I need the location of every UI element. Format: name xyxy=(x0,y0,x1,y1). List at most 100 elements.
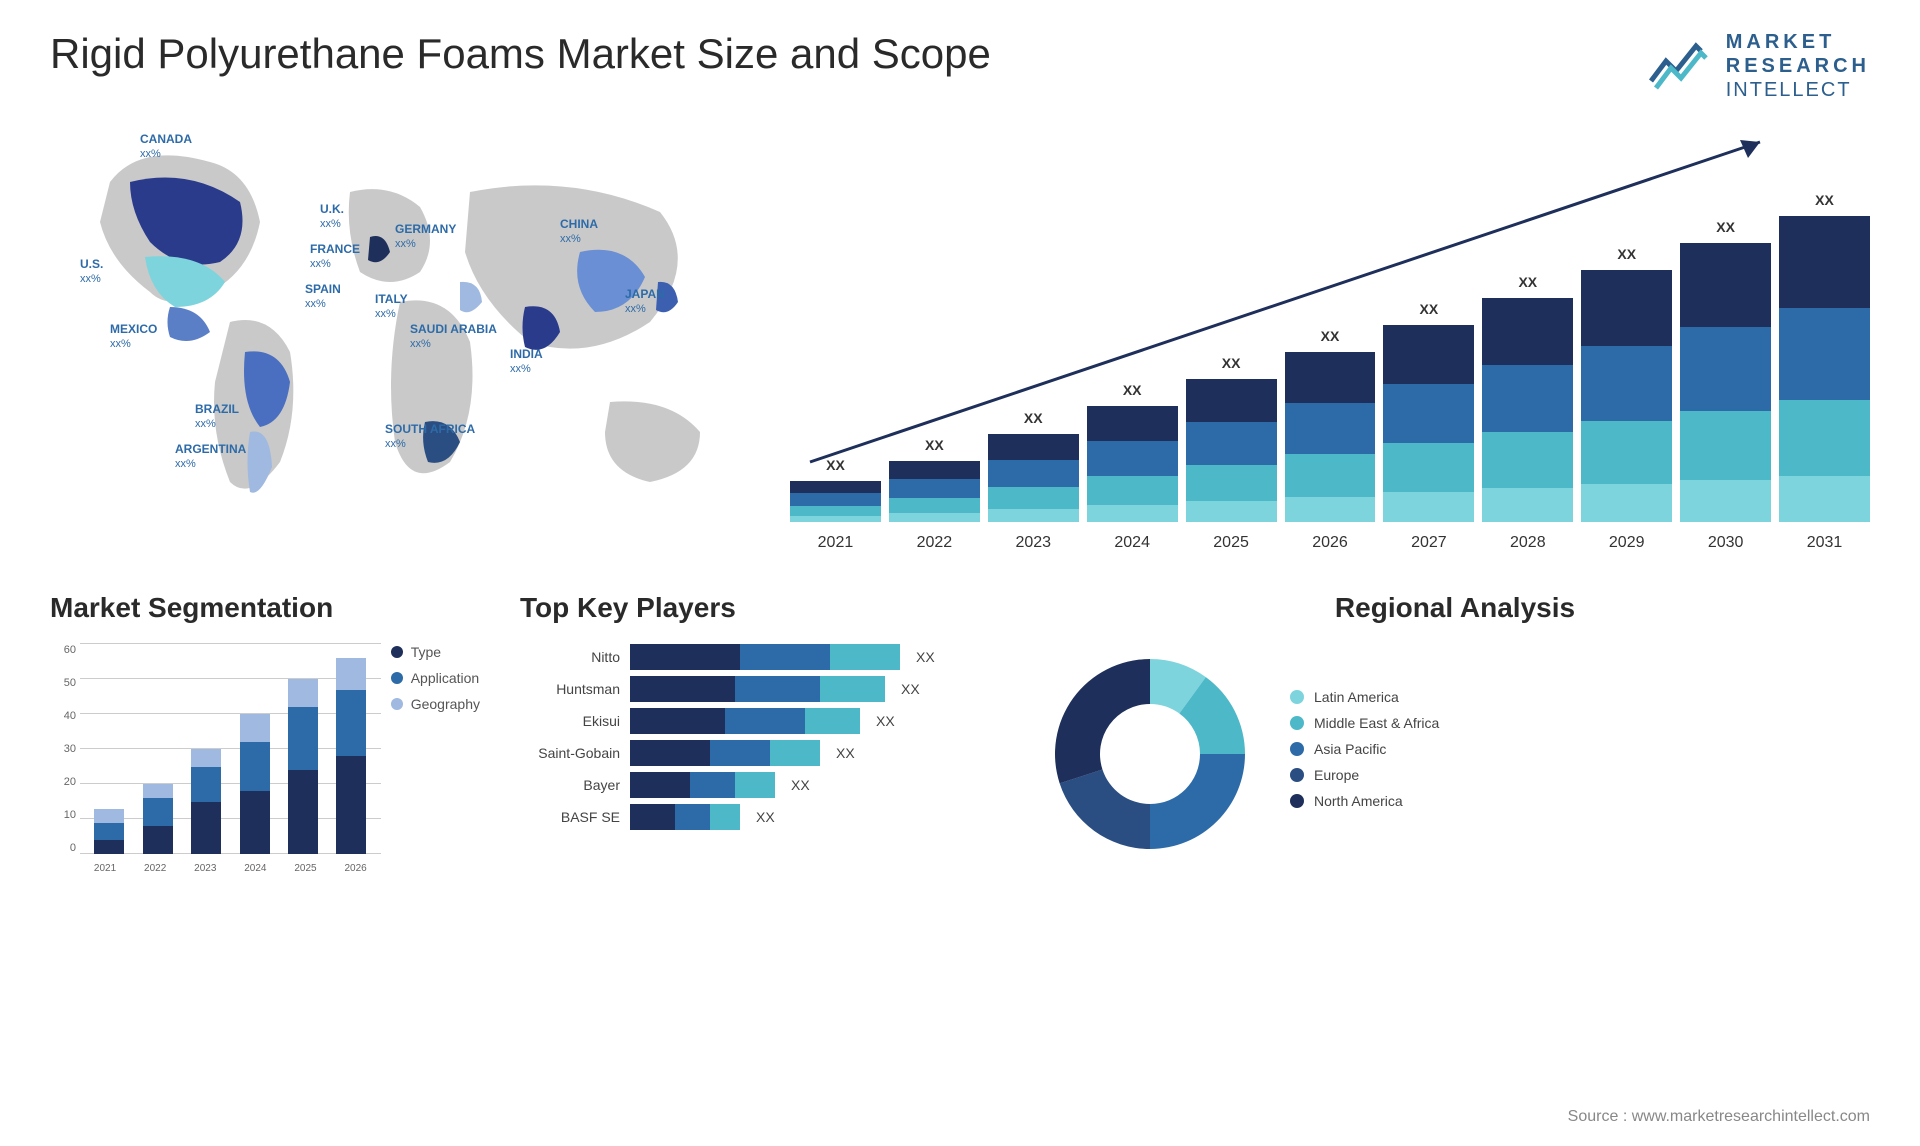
map-country-label: MEXICOxx% xyxy=(110,322,157,352)
player-bar xyxy=(630,708,860,734)
main-bar: XX xyxy=(790,481,881,522)
main-bar-value: XX xyxy=(1581,246,1672,262)
segmentation-title: Market Segmentation xyxy=(50,592,480,624)
segmentation-legend: TypeApplicationGeography xyxy=(391,644,480,912)
regional-donut xyxy=(1040,644,1260,864)
seg-xaxis-year: 2023 xyxy=(194,863,216,874)
player-label: Bayer xyxy=(520,777,620,793)
main-bar-value: XX xyxy=(1383,301,1474,317)
map-country-label: U.K.xx% xyxy=(320,202,344,232)
seg-ytick: 50 xyxy=(50,677,76,689)
seg-xaxis-year: 2022 xyxy=(144,863,166,874)
main-bar-value: XX xyxy=(1779,192,1870,208)
player-value: XX xyxy=(876,713,895,729)
player-row: Nitto XX xyxy=(520,644,1000,670)
main-bar-value: XX xyxy=(889,437,980,453)
player-label: Saint-Gobain xyxy=(520,745,620,761)
player-bar xyxy=(630,740,820,766)
segmentation-panel: Market Segmentation 6050403020100 202120… xyxy=(50,592,480,912)
donut-legend-item: Latin America xyxy=(1290,689,1439,705)
main-bar-value: XX xyxy=(790,457,881,473)
player-value: XX xyxy=(756,809,775,825)
player-label: Nitto xyxy=(520,649,620,665)
players-title: Top Key Players xyxy=(520,592,1000,624)
main-bar-value: XX xyxy=(1285,328,1376,344)
donut-slice xyxy=(1055,659,1150,783)
map-country-label: CANADAxx% xyxy=(140,132,192,162)
seg-ytick: 30 xyxy=(50,743,76,755)
main-bar: XX xyxy=(1087,406,1178,522)
map-country-label: INDIAxx% xyxy=(510,347,543,377)
main-bar: XX xyxy=(1285,352,1376,522)
seg-bar xyxy=(143,784,173,854)
main-bar-value: XX xyxy=(1087,382,1178,398)
player-value: XX xyxy=(916,649,935,665)
player-row: EkisuiXX xyxy=(520,708,1000,734)
main-bar: XX xyxy=(1581,270,1672,522)
seg-legend-item: Application xyxy=(391,670,480,686)
page-title: Rigid Polyurethane Foams Market Size and… xyxy=(50,30,991,78)
player-bar xyxy=(630,644,900,670)
map-country-label: SAUDI ARABIAxx% xyxy=(410,322,497,352)
seg-xaxis-year: 2026 xyxy=(344,863,366,874)
main-xaxis-year: 2024 xyxy=(1087,534,1178,552)
player-row: Bayer XX xyxy=(520,772,1000,798)
seg-bar xyxy=(94,809,124,855)
map-country-label: FRANCExx% xyxy=(310,242,360,272)
donut-legend-item: North America xyxy=(1290,793,1439,809)
logo-line3: INTELLECT xyxy=(1726,78,1870,102)
main-bar: XX xyxy=(1186,379,1277,522)
donut-legend-item: Europe xyxy=(1290,767,1439,783)
source-text: Source : www.marketresearchintellect.com xyxy=(1568,1108,1870,1126)
main-xaxis-year: 2030 xyxy=(1680,534,1771,552)
map-country-label: JAPANxx% xyxy=(625,287,665,317)
main-xaxis-year: 2025 xyxy=(1186,534,1277,552)
logo-line1: MARKET xyxy=(1726,30,1870,54)
donut-legend-item: Middle East & Africa xyxy=(1290,715,1439,731)
map-country-label: CHINAxx% xyxy=(560,217,598,247)
main-bar-value: XX xyxy=(1482,274,1573,290)
donut-slice xyxy=(1150,754,1245,849)
main-bar-value: XX xyxy=(988,410,1079,426)
player-bar xyxy=(630,772,775,798)
seg-bar xyxy=(240,714,270,854)
player-value: XX xyxy=(791,777,810,793)
main-bar: XX xyxy=(1680,243,1771,522)
regional-legend: Latin America Middle East & Africa Asia Pa… xyxy=(1290,689,1439,819)
main-bar-value: XX xyxy=(1186,355,1277,371)
player-row: BASF SE XX xyxy=(520,804,1000,830)
player-label: Huntsman xyxy=(520,681,620,697)
main-growth-chart: XXXXXXXXXXXXXXXXXXXXXX 20212022202320242… xyxy=(790,122,1870,552)
main-xaxis-year: 2031 xyxy=(1779,534,1870,552)
seg-ytick: 0 xyxy=(50,842,76,854)
player-label: BASF SE xyxy=(520,809,620,825)
map-country-label: ITALYxx% xyxy=(375,292,408,322)
seg-ytick: 40 xyxy=(50,710,76,722)
main-xaxis-year: 2026 xyxy=(1285,534,1376,552)
main-bar-value: XX xyxy=(1680,219,1771,235)
main-bar: XX xyxy=(889,461,980,522)
seg-xaxis-year: 2025 xyxy=(294,863,316,874)
donut-legend-item: Asia Pacific xyxy=(1290,741,1439,757)
main-xaxis-year: 2023 xyxy=(988,534,1079,552)
map-country-label: SPAINxx% xyxy=(305,282,341,312)
players-panel: Top Key Players NittoXXHuntsmanXXEkisuiX… xyxy=(520,592,1000,912)
seg-ytick: 20 xyxy=(50,776,76,788)
main-bar: XX xyxy=(1383,325,1474,522)
player-value: XX xyxy=(836,745,855,761)
main-bar: XX xyxy=(988,434,1079,522)
donut-slice xyxy=(1060,769,1150,849)
seg-ytick: 10 xyxy=(50,809,76,821)
map-country-label: GERMANYxx% xyxy=(395,222,456,252)
seg-bar xyxy=(336,658,366,854)
main-xaxis-year: 2021 xyxy=(790,534,881,552)
seg-legend-item: Geography xyxy=(391,696,480,712)
player-row: HuntsmanXX xyxy=(520,676,1000,702)
brand-logo: MARKET RESEARCH INTELLECT xyxy=(1646,30,1870,102)
map-country-label: SOUTH AFRICAxx% xyxy=(385,422,475,452)
regional-panel: Regional Analysis Latin AmericaMiddle Ea… xyxy=(1040,592,1870,912)
map-country-label: U.S.xx% xyxy=(80,257,103,287)
world-map-panel: CANADAxx%U.S.xx%MEXICOxx%BRAZILxx%ARGENT… xyxy=(50,122,750,552)
seg-ytick: 60 xyxy=(50,644,76,656)
map-country-label: ARGENTINAxx% xyxy=(175,442,246,472)
